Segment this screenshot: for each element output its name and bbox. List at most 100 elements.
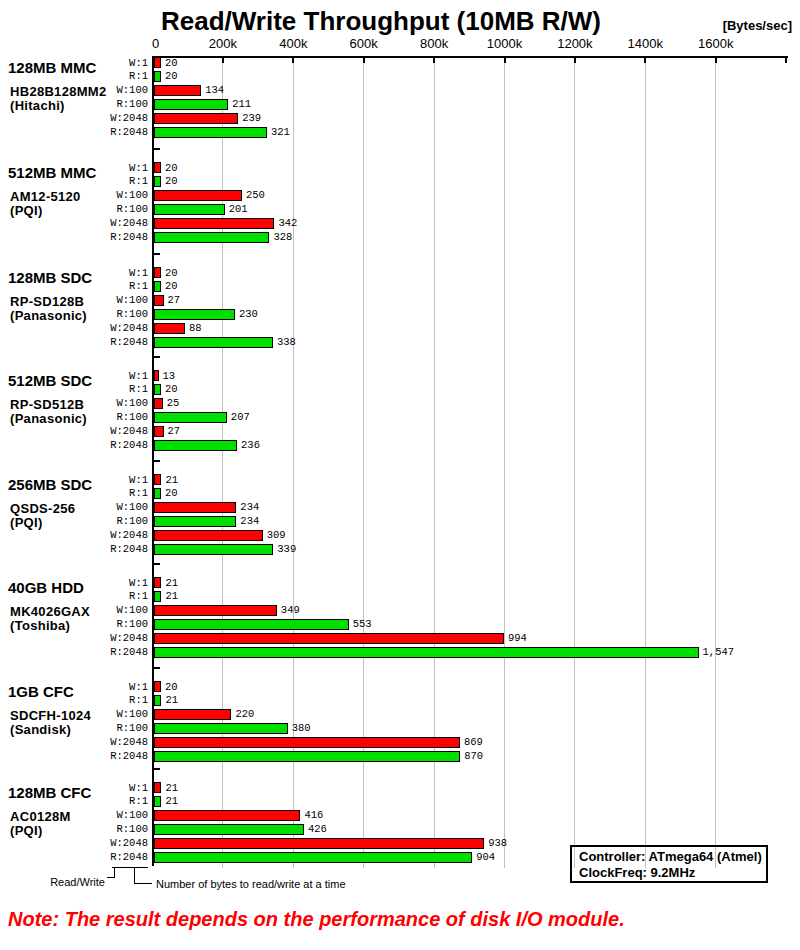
bar-value-label: 20 (165, 681, 178, 693)
bar-row-label: R:1 (0, 487, 148, 499)
gridline (715, 58, 716, 868)
bar-row-label: R:2048 (0, 750, 148, 762)
axis-unit-label: [Bytes/sec] (723, 18, 792, 33)
axis-tick (292, 58, 294, 63)
bar-row-label: W:2048 (0, 736, 148, 748)
bar-value-label: 234 (240, 501, 259, 513)
bar-value-label: 20 (165, 57, 178, 69)
read-bar (154, 71, 161, 82)
gridline (574, 58, 575, 868)
bar-value-label: 339 (277, 543, 296, 555)
read-bar (154, 591, 161, 602)
bar-row-label: R:100 (0, 98, 148, 110)
group-separator-tick (154, 460, 160, 462)
axis-tick-label: 0 (126, 36, 186, 51)
write-bar (154, 398, 163, 409)
read-bar (154, 99, 228, 110)
read-bar (154, 232, 269, 243)
bar-value-label: 994 (508, 632, 527, 644)
bar-row-label: W:1 (0, 57, 148, 69)
bar-row-label: R:100 (0, 618, 148, 630)
bar-value-label: 220 (235, 708, 254, 720)
bar-value-label: 20 (165, 162, 178, 174)
bar-value-label: 13 (163, 370, 176, 382)
read-bar (154, 516, 236, 527)
bar-row-label: W:100 (0, 501, 148, 513)
bar-row-label: R:1 (0, 590, 148, 602)
legend-box: Controller: ATmega64 (Atmel) ClockFreq: … (570, 845, 768, 883)
bar-value-label: 904 (476, 851, 495, 863)
bar-row-label: W:100 (0, 189, 148, 201)
legend-controller: Controller: ATmega64 (Atmel) (579, 849, 766, 865)
read-bar (154, 127, 267, 138)
bar-row-label: R:2048 (0, 231, 148, 243)
bar-row-label: W:1 (0, 782, 148, 794)
bar-row-label: W:100 (0, 708, 148, 720)
bar-row-label: R:1 (0, 175, 148, 187)
bar-row-label: R:100 (0, 722, 148, 734)
bar-value-label: 349 (281, 604, 300, 616)
bar-row-label: W:2048 (0, 632, 148, 644)
bar-row-label: W:2048 (0, 322, 148, 334)
bar-value-label: 236 (241, 439, 260, 451)
throughput-chart: Read/Write Throughput (10MB R/W) [Bytes/… (0, 0, 800, 950)
bar-row-label: R:1 (0, 694, 148, 706)
gridline (504, 58, 505, 868)
axis-tick-label: 800k (404, 36, 464, 51)
bar-row-label: R:1 (0, 280, 148, 292)
bar-row-label: W:2048 (0, 529, 148, 541)
write-bar (154, 57, 161, 68)
axis-tick-label: 600k (334, 36, 394, 51)
bar-value-label: 380 (292, 722, 311, 734)
bar-row-label: R:2048 (0, 646, 148, 658)
bar-row-label: W:100 (0, 294, 148, 306)
read-bar (154, 204, 225, 215)
bar-value-label: 553 (353, 618, 372, 630)
read-bar (154, 281, 161, 292)
bar-row-label: W:1 (0, 267, 148, 279)
bar-value-label: 211 (232, 98, 251, 110)
axis-tick (715, 58, 717, 63)
write-bar (154, 426, 164, 437)
rw-bracket-h (107, 877, 115, 878)
axis-tick (644, 58, 646, 63)
axis-tick (574, 58, 576, 63)
write-bar (154, 838, 484, 849)
group-separator-tick (154, 148, 160, 150)
bar-value-label: 88 (189, 322, 202, 334)
bar-row-label: W:2048 (0, 112, 148, 124)
read-bar (154, 796, 161, 807)
bar-value-label: 309 (267, 529, 286, 541)
write-bar (154, 530, 263, 541)
bar-value-label: 870 (464, 750, 483, 762)
axis-tick (363, 58, 365, 63)
bar-value-label: 207 (231, 411, 250, 423)
axis-tick-label: 1600k (686, 36, 746, 51)
bar-value-label: 239 (242, 112, 261, 124)
bar-row-label: R:2048 (0, 851, 148, 863)
bar-value-label: 21 (165, 590, 178, 602)
bar-value-label: 342 (278, 217, 297, 229)
axis-tick (433, 58, 435, 63)
group-separator-tick (154, 356, 160, 358)
bar-row-label: R:1 (0, 383, 148, 395)
bar-row-label: R:100 (0, 823, 148, 835)
axis-tick-label: 1400k (615, 36, 675, 51)
x-axis-line (152, 56, 788, 58)
bar-row-label: W:2048 (0, 425, 148, 437)
bar-value-label: 25 (167, 397, 180, 409)
write-bar (154, 323, 185, 334)
bar-value-label: 20 (165, 280, 178, 292)
read-bar (154, 412, 227, 423)
write-bar (154, 267, 161, 278)
read-bar (154, 440, 237, 451)
bar-row-label: W:1 (0, 577, 148, 589)
bar-value-label: 21 (165, 694, 178, 706)
read-bar (154, 695, 161, 706)
bar-value-label: 1,547 (703, 646, 735, 658)
write-bar (154, 370, 159, 381)
bar-value-label: 21 (165, 577, 178, 589)
write-bar (154, 709, 231, 720)
group-separator-tick (154, 667, 160, 669)
bar-row-label: W:100 (0, 84, 148, 96)
